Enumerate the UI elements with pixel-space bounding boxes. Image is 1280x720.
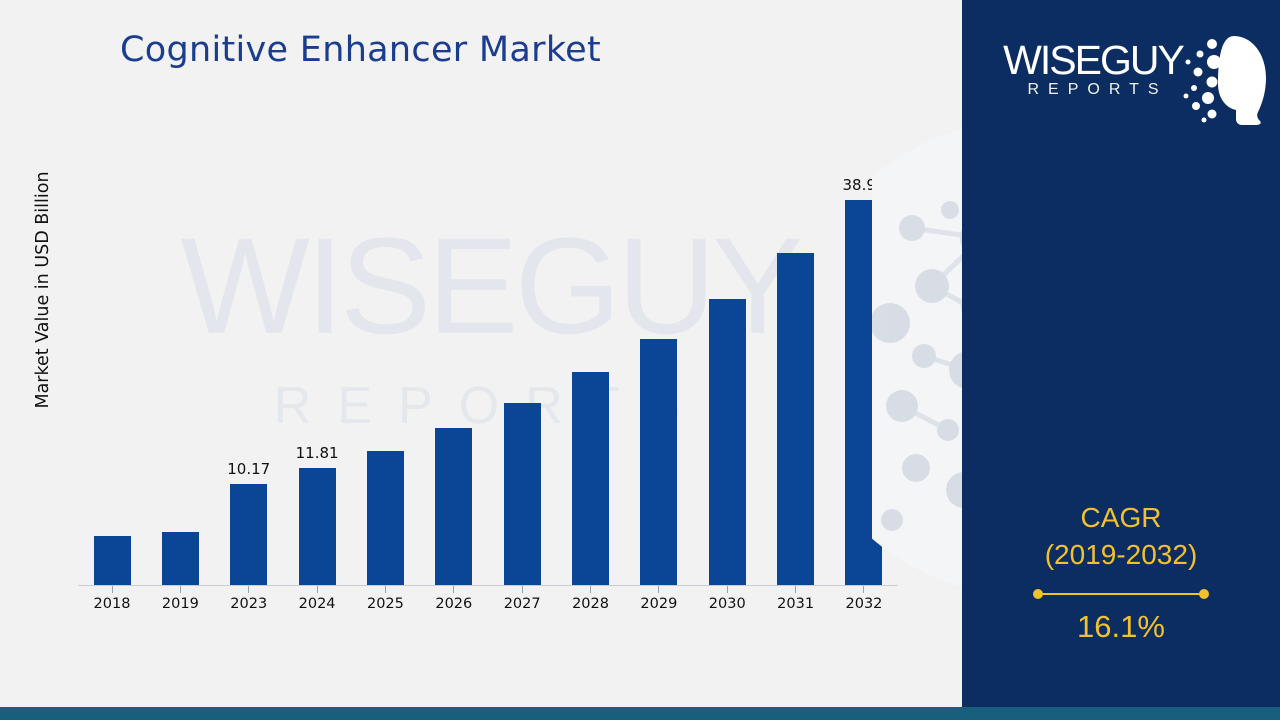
cagr-period: (2019-2032) bbox=[1044, 538, 1198, 570]
brand-name: WISEGUY bbox=[1003, 37, 1185, 83]
tick-mark bbox=[521, 586, 523, 593]
x-tick-2023: 2023 bbox=[215, 586, 283, 618]
bar-value-label: 10.17 bbox=[227, 460, 271, 478]
x-tick-2030: 2030 bbox=[693, 586, 761, 618]
bar-2030[interactable] bbox=[708, 299, 746, 585]
bar-slot bbox=[488, 150, 556, 585]
chart-panel: Cognitive Enhancer Market WISEGUY REPORT… bbox=[33, 30, 898, 618]
bar-series: 10.17 11.81 38.99 bbox=[78, 150, 898, 585]
brand-logo: WISEGUY REPORTS bbox=[962, 32, 1280, 125]
bar-2028[interactable] bbox=[572, 372, 610, 585]
x-tick-2028: 2028 bbox=[557, 586, 625, 618]
page-title: Cognitive Enhancer Market bbox=[120, 30, 602, 70]
tick-mark bbox=[726, 586, 728, 593]
bar-slot bbox=[351, 150, 419, 585]
y-axis-label: Market Value in USD Billion bbox=[33, 171, 53, 409]
bar-2029[interactable] bbox=[640, 339, 678, 585]
bar-2031[interactable] bbox=[777, 253, 815, 585]
x-axis-line bbox=[78, 585, 898, 586]
x-tick-2032: 2032 bbox=[830, 586, 898, 618]
bar-slot bbox=[146, 150, 214, 585]
cagr-label: CAGR bbox=[1080, 502, 1162, 533]
bar-slot bbox=[557, 150, 625, 585]
tick-mark bbox=[316, 586, 318, 593]
x-tick-label: 2032 bbox=[845, 596, 883, 612]
x-tick-2019: 2019 bbox=[146, 586, 214, 618]
x-tick-2024: 2024 bbox=[283, 586, 351, 618]
divider-line bbox=[1038, 592, 1204, 595]
bar-slot: 38.99 bbox=[830, 150, 898, 585]
x-tick-label: 2031 bbox=[777, 596, 815, 612]
bar-2025[interactable] bbox=[366, 451, 404, 585]
bar-slot: 10.17 bbox=[215, 150, 283, 585]
x-tick-2026: 2026 bbox=[420, 586, 488, 618]
bottom-accent-strip bbox=[0, 707, 1280, 720]
x-tick-label: 2024 bbox=[298, 596, 336, 612]
tick-mark bbox=[590, 586, 592, 593]
brand-subtitle: REPORTS bbox=[1027, 81, 1168, 98]
bar-slot bbox=[693, 150, 761, 585]
bar-slot bbox=[78, 150, 146, 585]
bar-value-label: 11.81 bbox=[295, 444, 339, 462]
bar-2023[interactable] bbox=[230, 484, 268, 585]
bar-slot: 11.81 bbox=[283, 150, 351, 585]
bar-2019[interactable] bbox=[161, 532, 199, 585]
bar-2027[interactable] bbox=[503, 403, 541, 585]
x-tick-2025: 2025 bbox=[351, 586, 419, 618]
tick-mark bbox=[248, 586, 250, 593]
head-profile-icon bbox=[1183, 36, 1266, 125]
x-tick-label: 2026 bbox=[435, 596, 473, 612]
x-tick-label: 2019 bbox=[161, 596, 199, 612]
x-tick-label: 2023 bbox=[230, 596, 268, 612]
tick-mark bbox=[179, 586, 181, 593]
x-tick-2018: 2018 bbox=[78, 586, 146, 618]
tick-mark bbox=[384, 586, 386, 593]
bar-value-label: 38.99 bbox=[842, 176, 886, 194]
tick-mark bbox=[658, 586, 660, 593]
x-tick-label: 2028 bbox=[572, 596, 609, 612]
bar-slot bbox=[625, 150, 693, 585]
bar-2018[interactable] bbox=[93, 536, 131, 585]
bar-2024[interactable] bbox=[298, 468, 336, 585]
x-tick-label: 2018 bbox=[93, 596, 131, 612]
bar-2026[interactable] bbox=[435, 428, 473, 585]
divider-dot-right bbox=[1199, 588, 1209, 599]
cagr-value: 16.1% bbox=[1077, 608, 1165, 644]
tick-mark bbox=[453, 586, 455, 593]
tick-mark bbox=[795, 586, 797, 593]
x-tick-label: 2025 bbox=[366, 596, 404, 612]
x-tick-label: 2030 bbox=[708, 596, 746, 612]
bar-2032[interactable] bbox=[845, 200, 883, 585]
cagr-divider bbox=[1033, 588, 1209, 600]
x-tick-2031: 2031 bbox=[762, 586, 830, 618]
plot-area: 10.17 11.81 38.99 bbox=[78, 150, 898, 585]
bar-slot bbox=[420, 150, 488, 585]
tick-mark bbox=[111, 586, 113, 593]
x-tick-2027: 2027 bbox=[488, 586, 556, 618]
x-tick-label: 2029 bbox=[640, 596, 678, 612]
x-tick-label: 2027 bbox=[503, 596, 541, 612]
side-panel: WISEGUY REPORTS CAGR (2019-2032) bbox=[962, 0, 1280, 707]
tick-mark bbox=[863, 586, 865, 593]
cagr-block: CAGR (2019-2032) 16.1% bbox=[962, 500, 1280, 644]
bar-slot bbox=[762, 150, 830, 585]
x-axis-tick-labels: 2018 2019 2023 2024 2025 2026 2027 2028 2029 2030… bbox=[78, 586, 898, 618]
x-tick-2029: 2029 bbox=[625, 586, 693, 618]
